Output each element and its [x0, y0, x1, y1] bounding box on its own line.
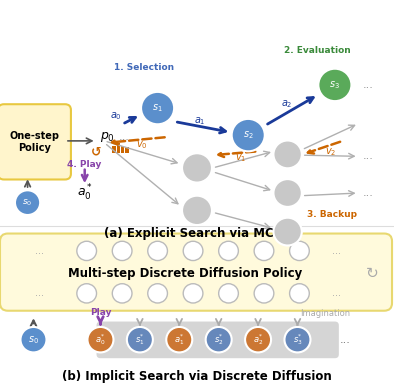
Text: $a_{2}$: $a_{2}$	[281, 98, 293, 110]
Text: ...: ...	[363, 80, 374, 90]
Text: 1. Selection: 1. Selection	[114, 63, 175, 72]
Text: $s_{3}$: $s_{3}$	[329, 79, 340, 91]
Bar	[112, 146, 116, 153]
Text: ...: ...	[363, 188, 374, 198]
Text: $a_{0}^{*}$: $a_{0}^{*}$	[95, 332, 106, 347]
FancyBboxPatch shape	[0, 234, 392, 311]
Text: ↺: ↺	[91, 146, 102, 159]
FancyBboxPatch shape	[0, 104, 71, 179]
Bar	[121, 146, 125, 153]
Text: $s_{3}^{*}$: $s_{3}^{*}$	[293, 332, 302, 347]
Text: $v_{2}$: $v_{2}$	[325, 147, 336, 158]
Text: ...: ...	[363, 151, 374, 161]
Text: $s_{2}^{*}$: $s_{2}^{*}$	[214, 332, 223, 347]
Text: ...: ...	[333, 246, 341, 256]
Circle shape	[87, 327, 113, 352]
Circle shape	[112, 284, 132, 303]
Bar	[125, 147, 128, 153]
Text: $s_0$: $s_0$	[28, 334, 39, 345]
Circle shape	[254, 241, 274, 261]
Circle shape	[219, 284, 238, 303]
Circle shape	[245, 327, 271, 352]
Circle shape	[148, 284, 167, 303]
Text: ...: ...	[119, 132, 130, 142]
Text: One-step
Policy: One-step Policy	[9, 131, 59, 152]
Text: Multi-step Discrete Diffusion Policy: Multi-step Discrete Diffusion Policy	[68, 267, 302, 280]
Text: Play: Play	[90, 308, 111, 317]
Circle shape	[273, 218, 302, 245]
Circle shape	[206, 327, 232, 352]
Text: $s_{2}$: $s_{2}$	[243, 129, 253, 141]
Text: $v_{0}$: $v_{0}$	[136, 140, 148, 151]
Circle shape	[183, 284, 203, 303]
Circle shape	[232, 119, 265, 151]
Circle shape	[166, 327, 192, 352]
Text: $s_0$: $s_0$	[22, 197, 33, 208]
Circle shape	[15, 190, 40, 215]
Text: $s_{1}^{*}$: $s_{1}^{*}$	[135, 332, 145, 347]
Text: ...: ...	[333, 288, 341, 298]
Circle shape	[290, 284, 309, 303]
Text: ...: ...	[35, 246, 44, 256]
Text: Imagination: Imagination	[300, 309, 350, 318]
Text: (b) Implicit Search via Discrete Diffusion: (b) Implicit Search via Discrete Diffusi…	[62, 370, 332, 383]
Circle shape	[77, 241, 97, 261]
Text: $a_{0}$: $a_{0}$	[110, 110, 122, 122]
Circle shape	[273, 141, 302, 168]
Circle shape	[290, 241, 309, 261]
Circle shape	[273, 179, 302, 207]
Circle shape	[182, 153, 212, 183]
Circle shape	[219, 241, 238, 261]
Text: $a_{2}^{*}$: $a_{2}^{*}$	[253, 332, 263, 347]
FancyBboxPatch shape	[97, 322, 339, 358]
Text: ...: ...	[339, 335, 350, 345]
Text: $s_{1}$: $s_{1}$	[152, 102, 163, 114]
Text: $a_{1}$: $a_{1}$	[194, 115, 206, 127]
Text: 4. Play: 4. Play	[67, 160, 101, 169]
Text: $a_0^*$: $a_0^*$	[77, 183, 93, 203]
Circle shape	[182, 196, 212, 225]
Circle shape	[148, 241, 167, 261]
Circle shape	[141, 92, 174, 124]
Text: ...: ...	[35, 288, 44, 298]
Circle shape	[183, 241, 203, 261]
Text: $a_{1}^{*}$: $a_{1}^{*}$	[174, 332, 184, 347]
Circle shape	[284, 327, 310, 352]
Circle shape	[254, 284, 274, 303]
Circle shape	[127, 327, 153, 352]
Text: ↻: ↻	[366, 266, 379, 281]
Circle shape	[112, 241, 132, 261]
Bar	[117, 143, 120, 153]
Text: $v_{1}$: $v_{1}$	[235, 152, 246, 164]
Circle shape	[318, 69, 351, 101]
Text: $p_0$: $p_0$	[100, 130, 115, 144]
Text: 2. Evaluation: 2. Evaluation	[284, 46, 350, 55]
Circle shape	[20, 327, 46, 352]
Text: (a) Explicit Search via MCTS: (a) Explicit Search via MCTS	[104, 227, 290, 240]
Circle shape	[77, 284, 97, 303]
Text: 3. Backup: 3. Backup	[307, 210, 357, 219]
